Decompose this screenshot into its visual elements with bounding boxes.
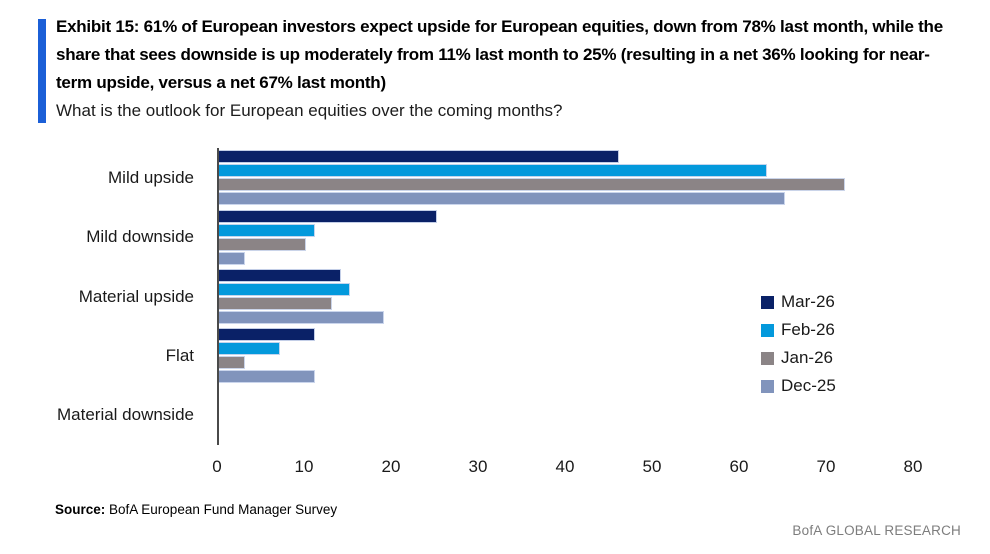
category-label-material-upside: Material upside (78, 286, 194, 306)
bar-group-mild-downside (219, 207, 915, 266)
legend-swatch-mar-26 (761, 295, 774, 309)
legend-swatch-feb-26 (761, 323, 774, 337)
legend-item-mar-26: Mar-26 (761, 292, 836, 312)
bar-mar-26-mild-downside (219, 209, 437, 223)
x-tick-60: 60 (729, 457, 749, 476)
source-label: Source: (55, 502, 106, 517)
x-tick-40: 40 (555, 457, 575, 476)
legend-label-feb-26: Feb-26 (781, 320, 835, 339)
bar-mar-26-flat (219, 328, 315, 342)
x-tick-30: 30 (468, 457, 488, 476)
bar-feb-26-material-upside (219, 283, 350, 297)
bar-dec-25-flat (219, 370, 315, 384)
bar-group-flat (219, 326, 915, 385)
legend-label-dec-25: Dec-25 (781, 376, 836, 395)
legend-label-jan-26: Jan-26 (781, 348, 833, 367)
legend-item-dec-25: Dec-25 (761, 376, 836, 396)
source-text: BofA European Fund Manager Survey (105, 502, 338, 517)
category-label-mild-downside: Mild downside (86, 227, 194, 247)
legend-swatch-jan-26 (761, 351, 774, 365)
bar-feb-26-mild-upside (219, 164, 768, 178)
bar-dec-25-mild-upside (219, 192, 785, 206)
bar-group-mild-upside (219, 148, 915, 207)
header: Exhibit 15: 61% of European investors ex… (56, 13, 954, 124)
bar-feb-26-mild-downside (219, 223, 315, 237)
category-label-mild-upside: Mild upside (108, 167, 194, 187)
bar-jan-26-mild-downside (219, 237, 306, 251)
legend-swatch-dec-25 (761, 379, 774, 393)
x-tick-0: 0 (212, 457, 222, 476)
x-axis-tick-labels: 0 10 20 30 40 50 60 70 80 (212, 457, 922, 481)
chart-question-subtitle: What is the outlook for European equitie… (56, 101, 563, 120)
legend-item-jan-26: Jan-26 (761, 348, 836, 368)
category-label-flat: Flat (165, 345, 194, 365)
exhibit-accent-bar (38, 19, 46, 123)
bar-jan-26-mild-upside (219, 178, 846, 192)
legend-item-feb-26: Feb-26 (761, 320, 836, 340)
exhibit-title: Exhibit 15: 61% of European investors ex… (56, 17, 943, 92)
bar-jan-26-material-upside (219, 297, 333, 311)
legend-label-mar-26: Mar-26 (781, 292, 835, 311)
plot-area (217, 148, 915, 445)
x-tick-50: 50 (642, 457, 662, 476)
source-line: Source: BofA European Fund Manager Surve… (55, 502, 337, 517)
x-tick-10: 10 (294, 457, 314, 476)
brand-line: BofA GLOBAL RESEARCH (792, 523, 961, 538)
x-tick-20: 20 (381, 457, 401, 476)
bar-feb-26-flat (219, 342, 280, 356)
bar-group-material-upside (219, 267, 915, 326)
bar-mar-26-mild-upside (219, 150, 620, 164)
y-axis-category-labels: Mild upside Mild downside Material upside F… (0, 148, 205, 445)
bar-dec-25-material-upside (219, 311, 385, 325)
category-label-material-downside: Material downside (56, 405, 194, 425)
bar-mar-26-material-upside (219, 269, 341, 283)
legend: Mar-26 Feb-26 Jan-26 Dec-25 (761, 292, 836, 396)
bar-dec-25-mild-downside (219, 251, 246, 265)
bar-jan-26-flat (219, 356, 246, 370)
x-tick-70: 70 (816, 457, 836, 476)
x-tick-80: 80 (903, 457, 923, 476)
